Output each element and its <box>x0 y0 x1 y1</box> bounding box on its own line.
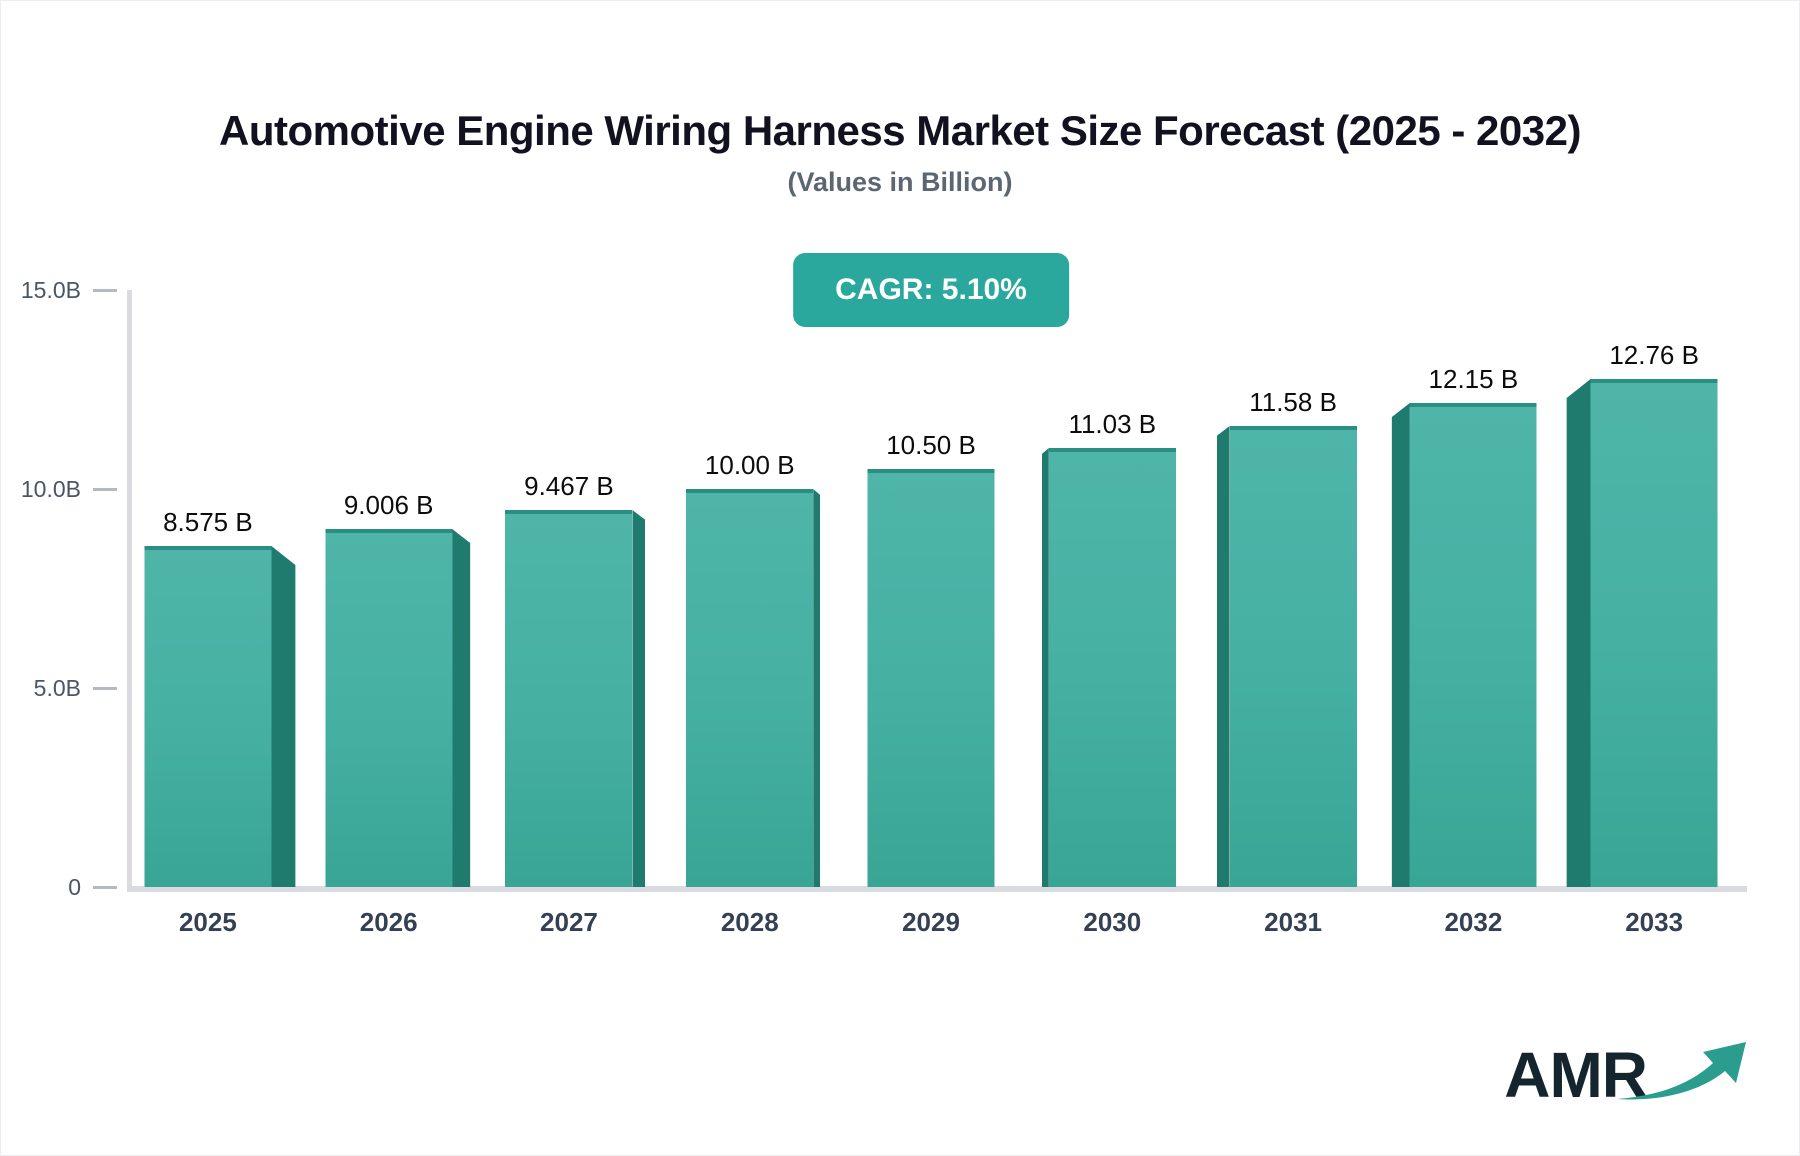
bar-slot-2026: 2026 9.006 B <box>309 290 487 937</box>
plot-area: 2025 8.575 B 2026 9.006 B 2027 9.467 B 2028 10.… <box>21 277 1747 937</box>
bar-slots: 2025 8.575 B 2026 9.006 B 2027 9.467 B 2028 10.… <box>131 290 1731 937</box>
page-subtitle: (Values in Billion) <box>787 167 1013 197</box>
x-axis-label: 2030 <box>1083 907 1142 937</box>
bar-side-face <box>1391 403 1410 887</box>
bar-side-face <box>271 546 296 887</box>
bar-front-face <box>1229 426 1357 887</box>
bar-2025: 8.575 B <box>144 507 296 887</box>
bar-value-label: 10.00 B <box>704 450 795 480</box>
bar-value-label: 12.76 B <box>1609 340 1699 370</box>
bar-2031: 11.58 B <box>1216 387 1357 887</box>
cagr-badge: CAGR: 5.10% <box>793 253 1069 327</box>
y-axis-tick <box>93 487 117 491</box>
bar-2029: 10.50 B <box>867 430 995 887</box>
x-axis-label: 2029 <box>902 907 960 937</box>
bar-side-face <box>1216 426 1230 887</box>
bar-side-face <box>632 510 646 887</box>
bar-value-label: 9.467 B <box>524 471 614 501</box>
bar-value-label: 9.006 B <box>343 490 434 520</box>
bar-slot-2027: 2027 9.467 B <box>487 290 665 937</box>
bar-slot-2029: 2029 10.50 B <box>842 290 1020 937</box>
bar-slot-2030: 2030 11.03 B <box>1020 290 1198 937</box>
y-axis-label: 0 <box>68 874 81 900</box>
y-axis-label: 15.0B <box>20 277 81 303</box>
x-axis-label: 2026 <box>359 907 418 937</box>
bar-front-face <box>144 546 272 887</box>
bar-side-face <box>1041 448 1049 887</box>
bar-value-label: 11.03 B <box>1068 409 1157 439</box>
bar-front-face <box>686 489 814 887</box>
bar-value-label: 10.50 B <box>886 430 976 460</box>
x-axis-label: 2025 <box>178 907 237 937</box>
bar-side-face <box>452 529 471 887</box>
y-axis-tick <box>93 885 117 889</box>
page-title: Automotive Engine Wiring Harness Market … <box>219 107 1581 154</box>
amr-logo: AMR <box>1504 1035 1753 1112</box>
bar-2027: 9.467 B <box>505 471 646 887</box>
x-axis-label: 2028 <box>720 907 779 937</box>
y-axis-tick <box>93 288 117 292</box>
y-axis-tick <box>93 686 117 690</box>
bar-slot-2025: 2025 8.575 B <box>131 290 309 937</box>
x-axis-label: 2027 <box>540 907 598 937</box>
x-axis-label: 2033 <box>1625 907 1684 937</box>
bar-slot-2032: 2032 12.15 B <box>1375 290 1553 937</box>
y-axis-label: 10.0B <box>20 476 81 502</box>
x-axis-line <box>127 886 1747 892</box>
trend-up-arrow-icon <box>1617 1042 1746 1100</box>
bar-side-face <box>813 489 821 887</box>
bar-front-face <box>1048 448 1176 887</box>
x-axis-label: 2031 <box>1264 907 1322 937</box>
bar-front-face <box>505 510 633 887</box>
bar-value-label: 11.58 B <box>1249 387 1337 417</box>
y-axis-label: 5.0B <box>33 675 81 701</box>
x-axis-label: 2032 <box>1444 907 1503 937</box>
bar-value-label: 12.15 B <box>1428 364 1519 394</box>
bar-front-face <box>867 469 995 887</box>
bar-side-face <box>1566 379 1591 887</box>
amr-logo-text: AMR <box>1504 1039 1648 1112</box>
bar-2033: 12.76 B <box>1566 340 1718 887</box>
y-axis-line <box>127 290 132 892</box>
bar-slot-2031: 2031 11.58 B <box>1198 290 1376 937</box>
bar-value-label: 8.575 B <box>163 507 253 537</box>
bar-2030: 11.03 B <box>1041 409 1176 887</box>
bar-2028: 10.00 B <box>686 450 821 887</box>
bar-front-face <box>1590 379 1718 887</box>
bar-front-face <box>325 529 453 887</box>
bar-front-face <box>1409 403 1537 887</box>
bar-slot-2028: 2028 10.00 B <box>664 290 842 937</box>
bar-slot-2033: 2033 12.76 B <box>1553 290 1731 937</box>
bar-2032: 12.15 B <box>1391 364 1537 887</box>
bar-2026: 9.006 B <box>325 490 471 887</box>
